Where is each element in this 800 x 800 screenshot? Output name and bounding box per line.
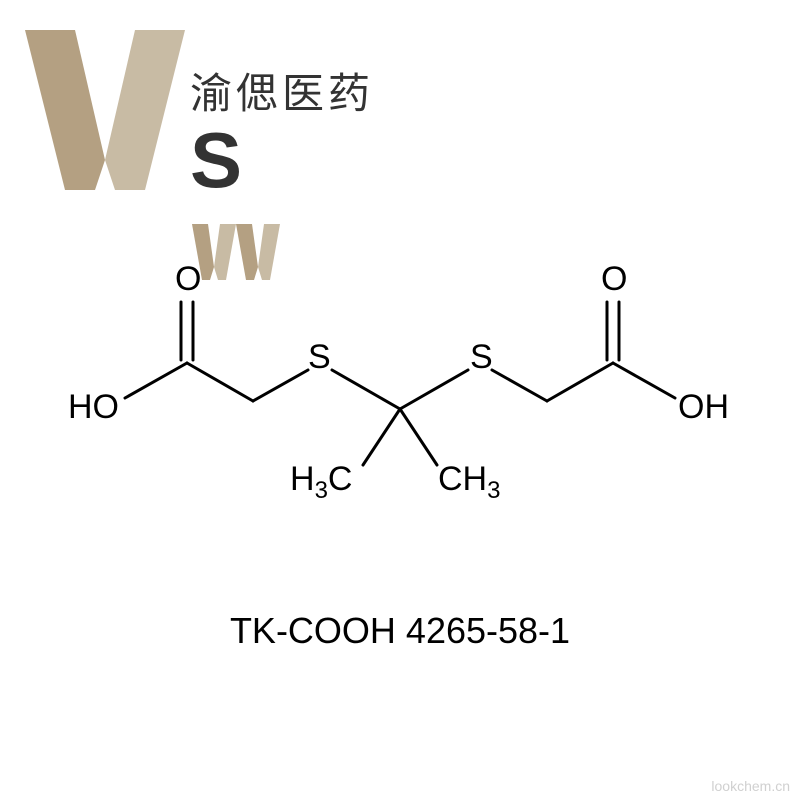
atom-o-top-left: O [175,260,201,299]
atom-o-top-right: O [601,260,627,299]
logo-area: 渝偲医药 S [20,20,220,200]
atom-oh-right: OH [678,388,729,427]
sub-3: 3 [315,477,328,504]
atom-h3c: H3C [290,460,352,505]
molecule-svg [50,260,750,540]
atom-ch3: CH3 [438,460,500,505]
watermark: lookchem.cn [711,778,790,794]
logo-s: S [190,116,240,204]
compound-caption: TK-COOH 4265-58-1 [0,610,800,652]
atom-ho-left: HO [68,388,119,427]
sub-3b: 3 [487,477,500,504]
atom-s-left: S [308,338,331,377]
molecule-structure: O O HO OH S S H3C CH3 [50,260,750,540]
logo-text-chinese: 渝偲医药 [190,60,374,121]
atom-s-right: S [470,338,493,377]
